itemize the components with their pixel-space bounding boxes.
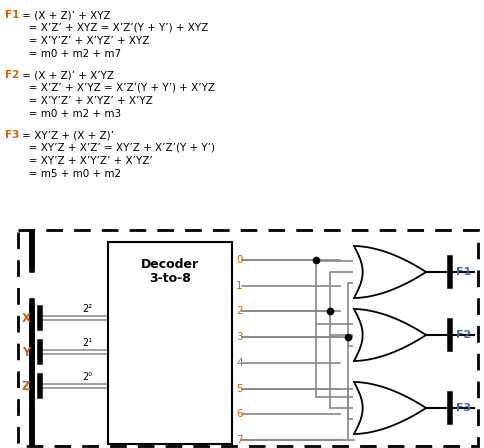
Text: F1: F1: [456, 267, 471, 277]
Text: F2: F2: [456, 330, 471, 340]
Text: = X’Z’ + X’YZ = X’Z’(Y + Y’) + X’YZ: = X’Z’ + X’YZ = X’Z’(Y + Y’) + X’YZ: [19, 83, 215, 93]
Text: Y: Y: [22, 345, 30, 358]
Text: = X’Y’Z’ + X’YZ’ + XYZ: = X’Y’Z’ + X’YZ’ + XYZ: [19, 36, 150, 46]
Text: = XY’Z + X’Z’ = XY’Z + X’Z’(Y + Y’): = XY’Z + X’Z’ = XY’Z + X’Z’(Y + Y’): [19, 143, 215, 153]
Text: 6: 6: [236, 409, 242, 419]
Text: = m0 + m2 + m7: = m0 + m2 + m7: [19, 49, 121, 59]
Text: 1: 1: [236, 281, 242, 291]
Polygon shape: [354, 246, 426, 298]
Text: 4: 4: [236, 358, 242, 368]
Text: = XY’Z + X’Y’Z’ + X’YZ’: = XY’Z + X’Y’Z’ + X’YZ’: [19, 156, 153, 166]
Bar: [18, 230, 478, 446]
Bar: [108, 242, 232, 444]
Text: 0: 0: [236, 255, 242, 265]
Text: 5: 5: [236, 383, 242, 394]
Text: = X’Y’Z’ + X’YZ’ + X’YZ: = X’Y’Z’ + X’YZ’ + X’YZ: [19, 96, 153, 106]
Text: = XY’Z + (X + Z)’: = XY’Z + (X + Z)’: [19, 130, 114, 140]
Text: = (X + Z)’ + XYZ: = (X + Z)’ + XYZ: [19, 10, 111, 20]
Text: = m0 + m2 + m3: = m0 + m2 + m3: [19, 109, 121, 119]
Text: 2⁰: 2⁰: [82, 372, 92, 382]
Text: F3: F3: [456, 403, 471, 413]
Text: F2: F2: [5, 70, 19, 80]
Text: = X’Z’ + XYZ = X’Z’(Y + Y’) + XYZ: = X’Z’ + XYZ = X’Z’(Y + Y’) + XYZ: [19, 23, 208, 33]
Text: 7: 7: [236, 435, 242, 445]
Text: X: X: [22, 311, 31, 324]
Text: Decoder: Decoder: [141, 258, 199, 271]
Text: = m5 + m0 + m2: = m5 + m0 + m2: [19, 169, 121, 179]
Text: 2: 2: [236, 306, 242, 316]
Polygon shape: [354, 309, 426, 361]
Text: Z: Z: [22, 379, 30, 392]
Text: 2²: 2²: [82, 304, 92, 314]
Text: 2¹: 2¹: [82, 338, 92, 348]
Text: F1: F1: [5, 10, 19, 20]
Polygon shape: [354, 382, 426, 434]
Text: 3-to-8: 3-to-8: [149, 272, 191, 285]
Text: 3: 3: [236, 332, 242, 342]
Text: = (X + Z)’ + X’YZ: = (X + Z)’ + X’YZ: [19, 70, 114, 80]
Text: F3: F3: [5, 130, 19, 140]
